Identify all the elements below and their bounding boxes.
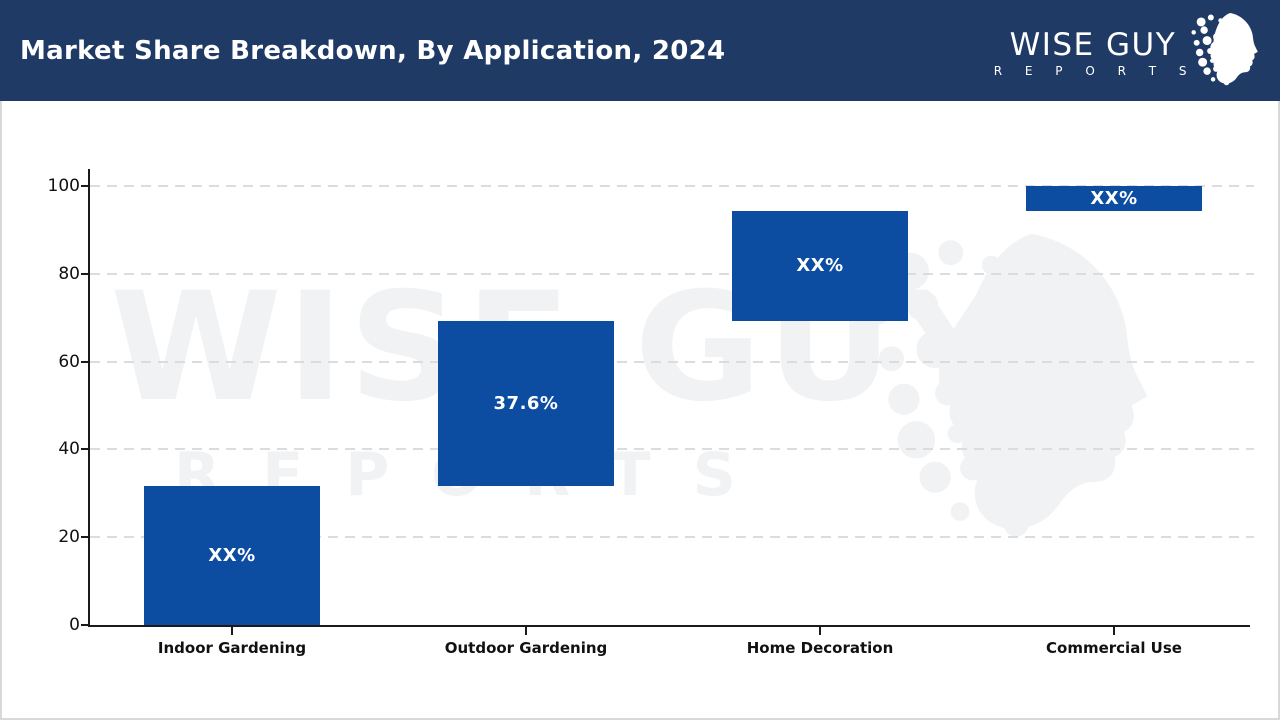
gridline-40 <box>90 448 1254 451</box>
y-tick-label-100: 100 <box>47 176 80 196</box>
x-tick-1 <box>525 627 527 635</box>
gridline-100 <box>90 185 1254 187</box>
bar-1: 37.6% <box>438 320 614 486</box>
y-tick-20 <box>81 536 88 539</box>
category-label-1: Outdoor Gardening <box>444 639 608 657</box>
y-tick-60 <box>81 360 88 363</box>
logo-reports-text: R E P O R T S <box>993 63 1196 78</box>
category-label-2: Home Decoration <box>746 639 894 657</box>
y-tick-label-60: 60 <box>58 351 80 372</box>
y-tick-100 <box>81 185 88 187</box>
bar-value-label-0: XX% <box>208 544 256 566</box>
y-axis-line <box>88 169 90 627</box>
category-label-3: Commercial Use <box>1046 639 1182 657</box>
header-bar: Market Share Breakdown, By Application, … <box>0 0 1280 101</box>
gridline-60 <box>90 360 1254 363</box>
x-axis-line <box>88 625 1250 627</box>
page-title: Market Share Breakdown, By Application, … <box>20 35 726 66</box>
x-tick-2 <box>819 627 821 635</box>
y-tick-80 <box>81 272 88 275</box>
category-label-0: Indoor Gardening <box>157 639 307 657</box>
y-tick-label-40: 40 <box>58 439 80 460</box>
gridline-20 <box>90 536 1254 539</box>
bar-value-label-3: XX% <box>1090 188 1138 209</box>
x-tick-0 <box>231 627 233 635</box>
y-tick-label-0: 0 <box>69 615 80 635</box>
bar-3: XX% <box>1026 186 1202 212</box>
y-tick-label-80: 80 <box>58 263 80 284</box>
x-tick-3 <box>1113 627 1115 635</box>
y-tick-label-20: 20 <box>58 527 80 548</box>
wise-guy-face-icon <box>1186 10 1264 96</box>
logo-text: WISE GUY R E P O R T S <box>990 28 1196 77</box>
wise-guy-logo: WISE GUY R E P O R T S <box>990 10 1264 96</box>
bar-2: XX% <box>732 211 908 321</box>
bar-value-label-1: 37.6% <box>493 392 559 414</box>
y-tick-0 <box>81 624 88 626</box>
logo-wiseguy-text: WISE GUY <box>1009 27 1177 64</box>
waterfall-chart: 0 20 40 60 80 100 Indoor Gardening XX% Outdoor G… <box>2 101 1278 718</box>
bar-value-label-2: XX% <box>796 255 844 277</box>
gridline-80 <box>90 272 1254 275</box>
y-tick-40 <box>81 448 88 451</box>
bar-0: XX% <box>144 485 320 625</box>
